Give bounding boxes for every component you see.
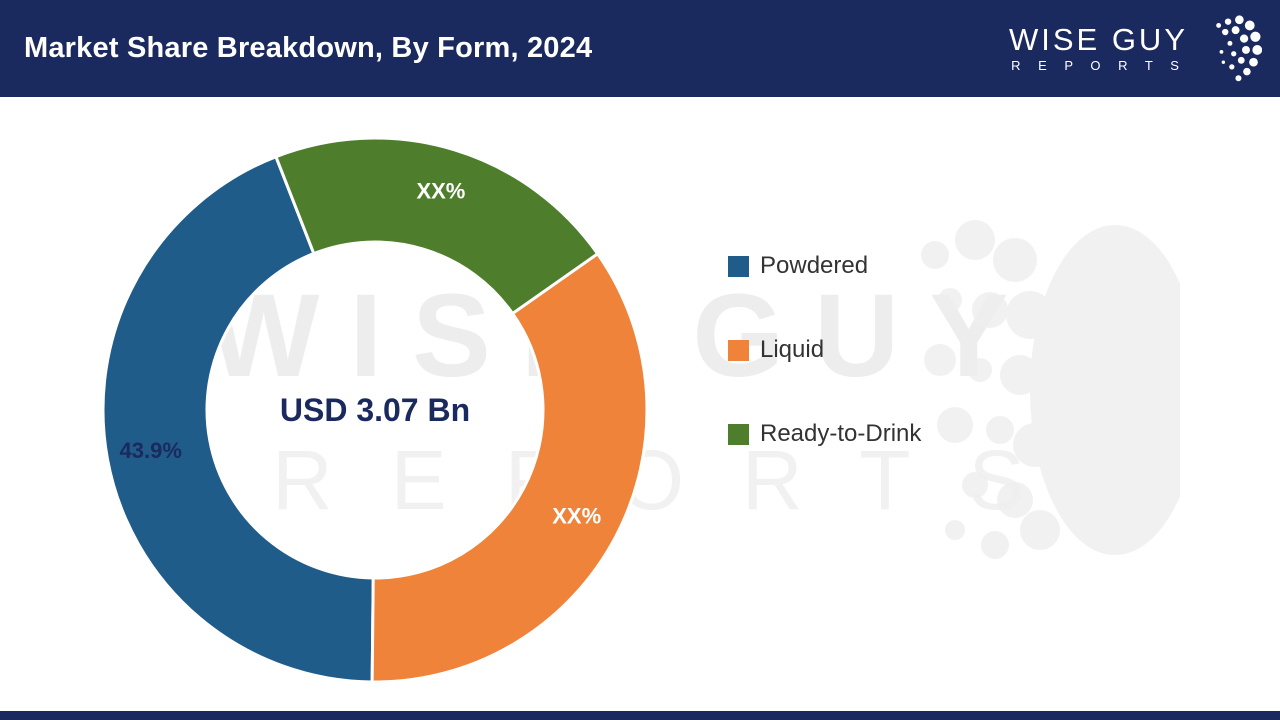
brand-subname: R E P O R T S [1011, 58, 1186, 74]
legend: Powdered Liquid Ready-to-Drink [728, 252, 921, 504]
legend-label: Powdered [760, 252, 869, 279]
donut-segment-ready-to-drink [274, 136, 600, 316]
segment-label: XX% [552, 503, 601, 528]
chart-center-value: USD 3.07 Bn [280, 392, 470, 428]
legend-item: Ready-to-Drink [728, 420, 921, 448]
legend-label: Ready-to-Drink [760, 420, 922, 447]
segment-label: 43.9% [120, 438, 182, 463]
legend-swatch [728, 339, 749, 361]
legend-swatch [728, 255, 749, 277]
legend-swatch [728, 423, 749, 445]
segment-label: XX% [416, 179, 465, 204]
watermark-reports: REPORTS [272, 433, 1083, 527]
legend-label: Liquid [760, 336, 825, 363]
header-bar: Market Share Breakdown, By Form, 2024 WI… [0, 0, 1280, 97]
donut-segment-powdered [103, 155, 375, 684]
face-watermark [921, 220, 1180, 559]
footer-bar [0, 711, 1280, 720]
legend-item: Liquid [728, 336, 921, 364]
brand-face-dots-icon [1216, 14, 1262, 81]
brand-logo-text: WISE GUY R E P O R T S [1008, 21, 1188, 74]
donut-segment-liquid [370, 252, 647, 684]
page-title: Market Share Breakdown, By Form, 2024 [24, 32, 593, 64]
brand-name: WISE GUY [1008, 21, 1188, 57]
donut-chart: 43.9% XX% XX% USD 3.07 Bn [103, 136, 647, 684]
legend-item: Powdered [728, 252, 921, 280]
brand-logo: WISE GUY R E P O R T S [1009, 14, 1262, 84]
